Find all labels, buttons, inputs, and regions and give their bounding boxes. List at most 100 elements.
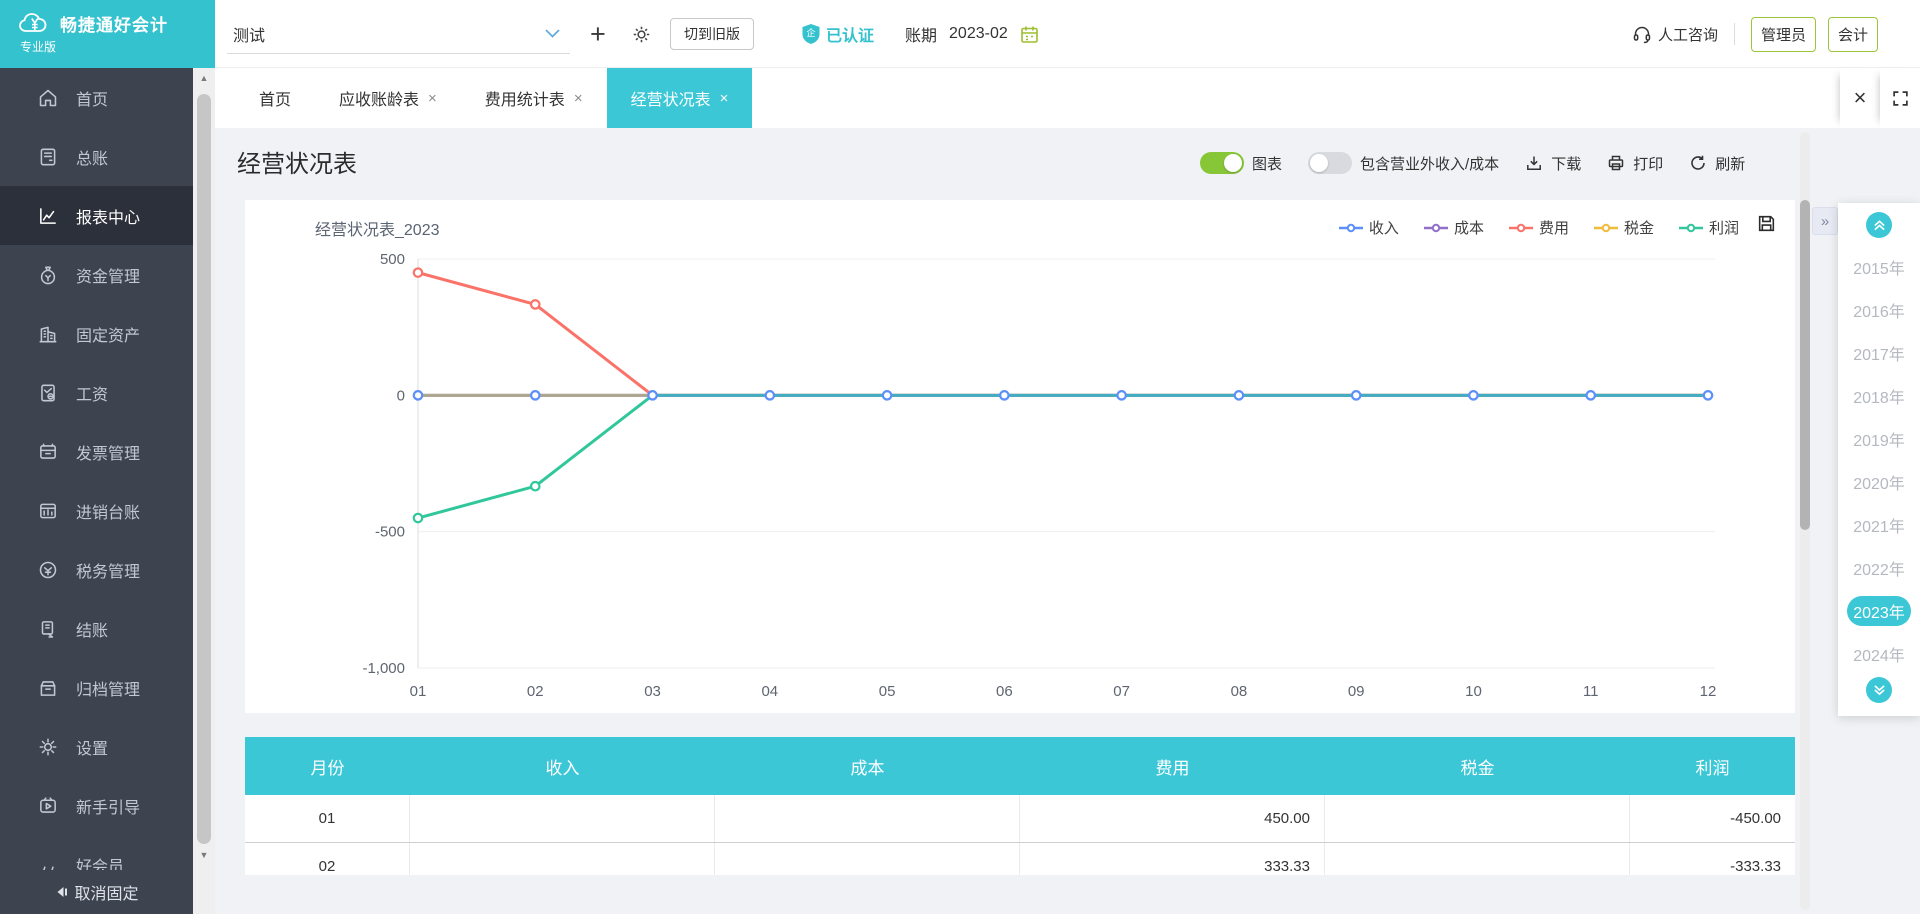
year-item-2024年[interactable]: 2024年 [1846,632,1912,675]
certified-badge[interactable]: 企 已认证 [801,0,874,68]
chart-toggle[interactable] [1200,152,1244,174]
legend-item-费用[interactable]: 费用 [1508,217,1569,238]
sidebar-item-首页[interactable]: 首页 [0,68,193,127]
invoice-icon [37,441,59,463]
report-table: 月份 收入 成本 费用 税金 利润 01 450.00 -450.00 02 333.33 -333.… [245,737,1795,875]
year-label: 2023年 [1847,595,1911,626]
svg-text:11: 11 [1583,683,1599,700]
year-item-2022年[interactable]: 2022年 [1846,546,1912,589]
tab-label: 首页 [259,92,292,109]
save-chart-icon[interactable] [1756,213,1777,234]
account-select[interactable]: 测试 [227,14,570,54]
sidebar-item-工资[interactable]: 工资 [0,363,193,422]
svg-text:-1,000: -1,000 [362,660,405,677]
tab-label: 经营状况表 [630,92,711,109]
cell-月份: 02 [245,843,410,875]
tab-close-icon[interactable]: × [719,89,729,107]
cell-收入 [410,843,715,875]
include-nonoperating-label: 包含营业外收入/成本 [1360,155,1500,173]
period-value[interactable]: 2023-02 [949,25,1008,42]
role-accountant-chip[interactable]: 会计 [1827,16,1878,52]
tab-费用统计表[interactable]: 费用统计表 × [461,68,607,128]
refresh-label: 刷新 [1715,155,1746,173]
main-scrollbar-thumb[interactable] [1800,200,1810,530]
table-row[interactable]: 01 450.00 -450.00 [245,795,1795,843]
year-jump-up-button[interactable] [1866,212,1892,238]
scroll-down-arrow-icon[interactable]: ▼ [199,850,209,860]
tab-应收账龄表[interactable]: 应收账龄表 × [315,68,461,128]
legend-item-收入[interactable]: 收入 [1338,217,1399,238]
year-item-2017年[interactable]: 2017年 [1846,331,1912,374]
tab-label: 应收账龄表 [339,92,420,109]
unpin-sidebar-button[interactable]: 取消固定 [0,870,193,914]
tab-close-icon[interactable]: × [573,89,583,107]
close-all-tabs-button[interactable]: × [1840,68,1880,128]
year-item-2020年[interactable]: 2020年 [1846,460,1912,503]
calendar-icon[interactable] [1020,25,1039,44]
sidebar-item-固定资产[interactable]: 固定资产 [0,304,193,363]
include-nonoperating-toggle[interactable] [1308,152,1353,174]
cell-费用: 450.00 [1020,795,1325,842]
tab-close-icon[interactable]: × [428,89,437,107]
chart-toggle-group: 图表 [1200,152,1282,174]
year-item-2015年[interactable]: 2015年 [1846,245,1912,288]
fullscreen-button[interactable] [1880,68,1920,128]
year-panel-collapse-handle[interactable]: » [1812,207,1838,235]
scroll-up-arrow-icon[interactable]: ▲ [199,73,209,83]
sidebar-item-归档管理[interactable]: 归档管理 [0,658,193,717]
legend-label: 利润 [1708,220,1739,237]
sidebar-item-新手引导[interactable]: 新手引导 [0,776,193,835]
year-item-2021年[interactable]: 2021年 [1846,503,1912,546]
year-item-2023年[interactable]: 2023年 [1846,589,1912,632]
legend-item-成本[interactable]: 成本 [1423,217,1484,238]
sidebar-item-资金管理[interactable]: 资金管理 [0,245,193,304]
sidebar-item-进销台账[interactable]: 进销台账 [0,481,193,540]
sidebar-item-设置[interactable]: 设置 [0,717,193,776]
live-support-button[interactable]: 人工咨询 [1632,24,1718,45]
report-toolbar: 图表 包含营业外收入/成本 下载 打印 [1200,152,1745,174]
legend-marker-icon [1423,223,1448,233]
sidebar-scrollbar[interactable]: ▲ ▼ [193,68,215,914]
column-header-月份: 月份 [310,758,345,778]
tab-首页[interactable]: 首页 [235,68,315,128]
cell-费用: 333.33 [1020,843,1325,875]
tab-label: 费用统计表 [484,92,565,109]
sidebar-item-总账[interactable]: 总账 [0,127,193,186]
svg-text:-500: -500 [375,524,405,541]
close-icon: × [1853,85,1867,110]
year-item-2016年[interactable]: 2016年 [1846,288,1912,331]
year-jump-down-button[interactable] [1866,677,1892,703]
sidebar-item-报表中心[interactable]: 报表中心 [0,186,193,245]
cell-利润: -450.00 [1730,810,1781,827]
cell-成本 [715,795,1020,842]
sidebar-item-结账[interactable]: 结账 [0,599,193,658]
legend-item-税金[interactable]: 税金 [1593,217,1654,238]
sidebar-item-label: 资金管理 [76,268,141,286]
download-button[interactable]: 下载 [1525,153,1581,174]
sidebar-scrollbar-thumb[interactable] [197,94,211,844]
period-label: 账期 [905,28,938,45]
sidebar-item-发票管理[interactable]: 发票管理 [0,422,193,481]
svg-text:03: 03 [644,683,661,700]
sidebar-item-label: 工资 [76,386,109,404]
cell-收入 [410,795,715,842]
settings-gear-icon[interactable] [631,0,652,68]
add-account-button[interactable]: + [590,18,606,49]
switch-to-old-version-button[interactable]: 切到旧版 [670,18,754,50]
tab-经营状况表[interactable]: 经营状况表 × [606,68,753,128]
main-scrollbar[interactable] [1800,132,1810,910]
year-label: 2021年 [1853,518,1905,536]
year-item-2018年[interactable]: 2018年 [1846,374,1912,417]
year-item-2019年[interactable]: 2019年 [1846,417,1912,460]
general-ledger-icon [37,146,59,168]
svg-text:09: 09 [1348,683,1365,700]
sidebar-item-label: 固定资产 [76,327,141,345]
legend-item-利润[interactable]: 利润 [1678,217,1739,238]
sidebar-item-税务管理[interactable]: 税务管理 [0,540,193,599]
print-button[interactable]: 打印 [1607,153,1663,174]
chart-card: 经营状况表_2023 收入 成本 费用 税金 利润 500 0 -500 -1,000 01 02… [245,200,1795,713]
table-row[interactable]: 02 333.33 -333.33 [245,843,1795,875]
cloud-yuan-logo-icon [18,10,52,36]
refresh-button[interactable]: 刷新 [1689,153,1745,174]
role-admin-chip[interactable]: 管理员 [1750,16,1816,52]
